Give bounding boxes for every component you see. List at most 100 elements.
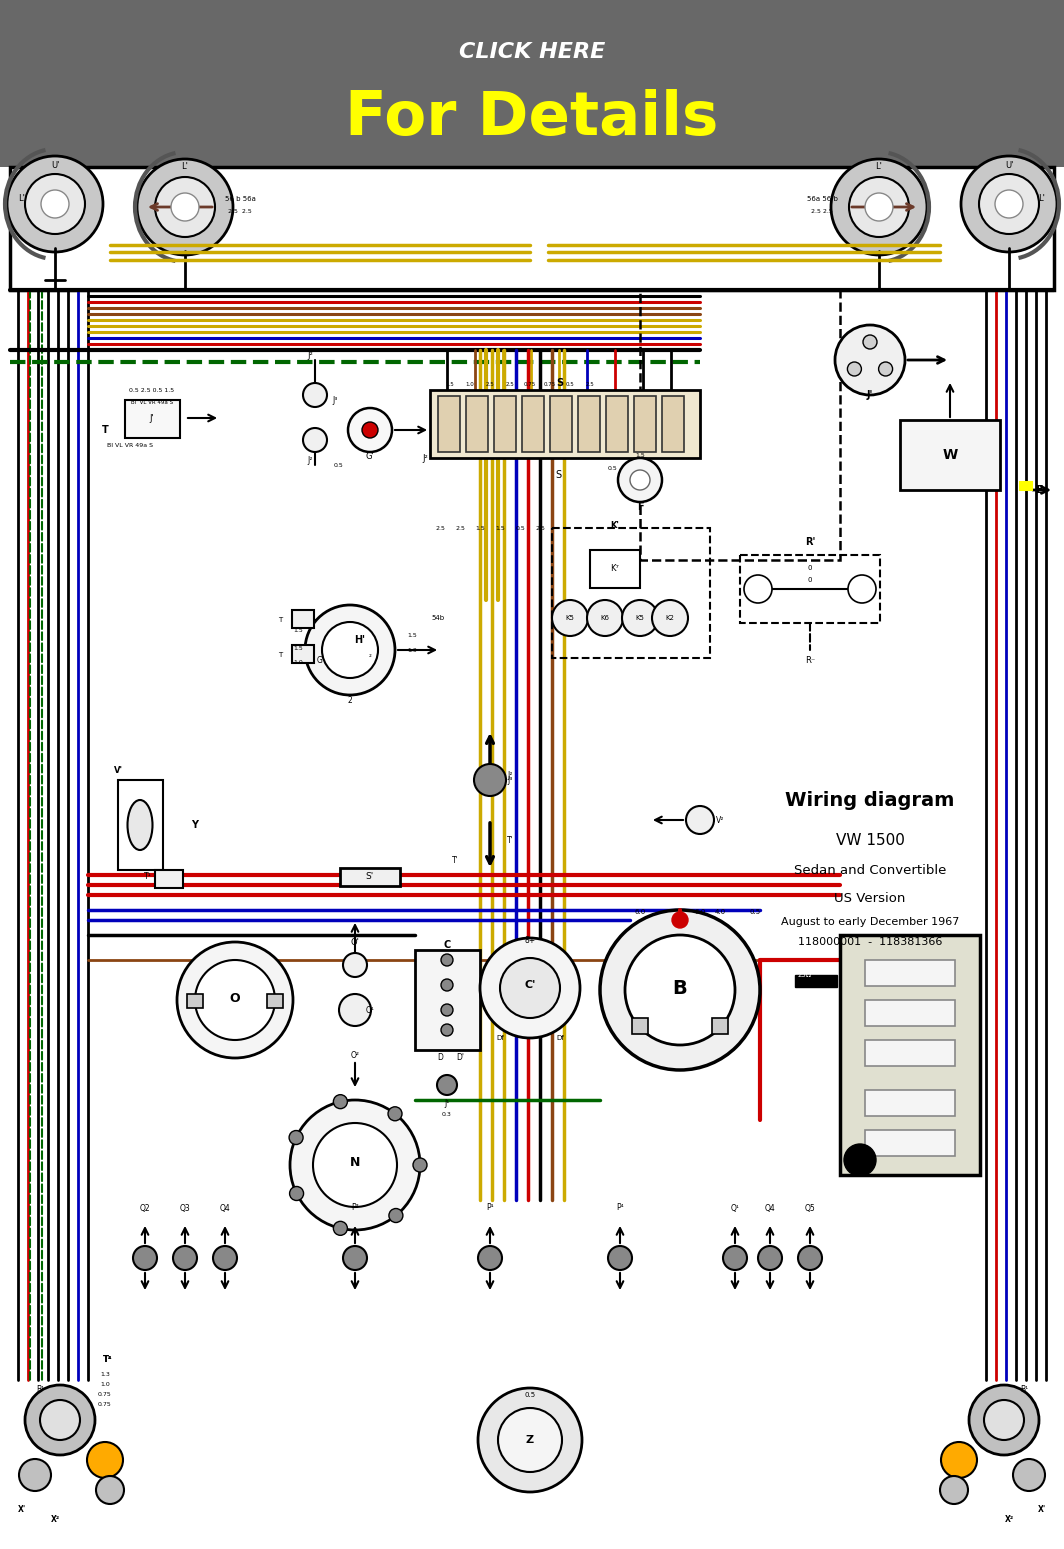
Text: U': U' bbox=[51, 161, 60, 169]
Text: X²: X² bbox=[50, 1515, 60, 1524]
Text: T¹: T¹ bbox=[103, 1355, 113, 1365]
Circle shape bbox=[865, 194, 893, 222]
Bar bbox=[550, 397, 572, 452]
Text: P⁴: P⁴ bbox=[616, 1204, 624, 1213]
Text: J¹: J¹ bbox=[445, 1100, 450, 1109]
Text: L': L' bbox=[876, 161, 882, 170]
Circle shape bbox=[348, 407, 392, 452]
Bar bbox=[552, 528, 710, 658]
Circle shape bbox=[600, 909, 760, 1070]
Text: O: O bbox=[230, 991, 240, 1004]
Text: 2.5: 2.5 bbox=[535, 525, 545, 530]
Text: K6: K6 bbox=[600, 615, 610, 621]
Text: 0.75: 0.75 bbox=[523, 381, 536, 387]
Circle shape bbox=[24, 173, 85, 234]
Text: Bl VL VR 49a S: Bl VL VR 49a S bbox=[107, 443, 153, 448]
Text: 1.5: 1.5 bbox=[408, 632, 417, 638]
Circle shape bbox=[478, 1388, 582, 1492]
Circle shape bbox=[440, 1004, 453, 1016]
Text: B¹: B¹ bbox=[36, 1385, 44, 1394]
Circle shape bbox=[388, 1108, 402, 1121]
Circle shape bbox=[343, 1245, 367, 1270]
Circle shape bbox=[173, 1245, 197, 1270]
Circle shape bbox=[625, 936, 735, 1046]
Circle shape bbox=[847, 362, 862, 376]
Circle shape bbox=[290, 1100, 420, 1230]
Circle shape bbox=[940, 1476, 968, 1504]
Circle shape bbox=[87, 1442, 123, 1478]
Text: T: T bbox=[278, 617, 282, 623]
Text: Df: Df bbox=[496, 1035, 504, 1041]
Circle shape bbox=[440, 954, 453, 967]
Circle shape bbox=[863, 335, 877, 349]
Circle shape bbox=[500, 957, 560, 1018]
Bar bbox=[466, 397, 488, 452]
Circle shape bbox=[333, 1221, 347, 1236]
Text: For Details: For Details bbox=[346, 88, 718, 147]
Text: T: T bbox=[278, 652, 282, 658]
Bar bbox=[839, 936, 980, 1176]
Circle shape bbox=[137, 160, 233, 256]
Text: J³: J³ bbox=[332, 395, 337, 404]
Circle shape bbox=[831, 160, 927, 256]
Text: 0.5: 0.5 bbox=[515, 525, 525, 530]
Circle shape bbox=[608, 1245, 632, 1270]
Text: 2.5: 2.5 bbox=[455, 525, 465, 530]
Bar bbox=[865, 1131, 955, 1156]
Text: T¹: T¹ bbox=[145, 872, 152, 880]
Bar bbox=[634, 397, 656, 452]
Bar bbox=[591, 550, 641, 589]
Text: B¹: B¹ bbox=[1020, 1385, 1028, 1394]
Bar bbox=[10, 167, 1054, 290]
Text: August to early December 1967: August to early December 1967 bbox=[781, 917, 959, 926]
Circle shape bbox=[289, 1187, 303, 1200]
Text: 1.3: 1.3 bbox=[100, 1372, 110, 1377]
Circle shape bbox=[618, 459, 662, 502]
Text: W: W bbox=[943, 448, 958, 462]
Circle shape bbox=[844, 1145, 876, 1176]
Text: S': S' bbox=[366, 872, 375, 880]
Bar bbox=[430, 390, 700, 459]
Bar bbox=[187, 994, 203, 1008]
Text: 2.5 2.5: 2.5 2.5 bbox=[811, 209, 833, 214]
Text: X²: X² bbox=[1004, 1515, 1014, 1524]
Circle shape bbox=[587, 599, 624, 637]
Circle shape bbox=[303, 428, 327, 452]
Circle shape bbox=[686, 805, 714, 833]
Circle shape bbox=[303, 383, 327, 407]
Text: 4.0: 4.0 bbox=[714, 909, 726, 915]
Text: V': V' bbox=[114, 765, 122, 774]
Text: K5: K5 bbox=[635, 615, 645, 621]
Text: T: T bbox=[102, 424, 109, 435]
Circle shape bbox=[40, 1400, 80, 1441]
Bar bbox=[606, 397, 628, 452]
Text: 8+: 8+ bbox=[525, 936, 535, 945]
Text: VW 1500: VW 1500 bbox=[835, 832, 904, 847]
Text: 56a 56 b: 56a 56 b bbox=[807, 197, 837, 201]
Text: T': T' bbox=[451, 855, 459, 864]
Text: S: S bbox=[556, 378, 564, 387]
Text: K2: K2 bbox=[666, 615, 675, 621]
Circle shape bbox=[941, 1442, 977, 1478]
Text: U': U' bbox=[1004, 161, 1013, 169]
Text: Df: Df bbox=[556, 1035, 564, 1041]
Text: A: A bbox=[902, 1046, 917, 1064]
Text: Z: Z bbox=[526, 1434, 534, 1445]
Text: Sedan and Convertible: Sedan and Convertible bbox=[794, 863, 946, 877]
Ellipse shape bbox=[128, 799, 152, 850]
Circle shape bbox=[313, 1123, 397, 1207]
Text: 0.5: 0.5 bbox=[525, 1393, 535, 1399]
Circle shape bbox=[389, 1208, 403, 1222]
Circle shape bbox=[622, 599, 658, 637]
Circle shape bbox=[155, 177, 215, 237]
Bar bbox=[662, 397, 684, 452]
Text: 6.0: 6.0 bbox=[695, 909, 705, 915]
Text: 2: 2 bbox=[348, 696, 352, 705]
Bar bbox=[865, 1090, 955, 1115]
Text: H': H' bbox=[354, 635, 366, 644]
Circle shape bbox=[979, 173, 1040, 234]
Text: 25Ω: 25Ω bbox=[798, 973, 812, 977]
Bar bbox=[641, 290, 839, 561]
Circle shape bbox=[984, 1400, 1024, 1441]
Bar bbox=[124, 400, 180, 438]
